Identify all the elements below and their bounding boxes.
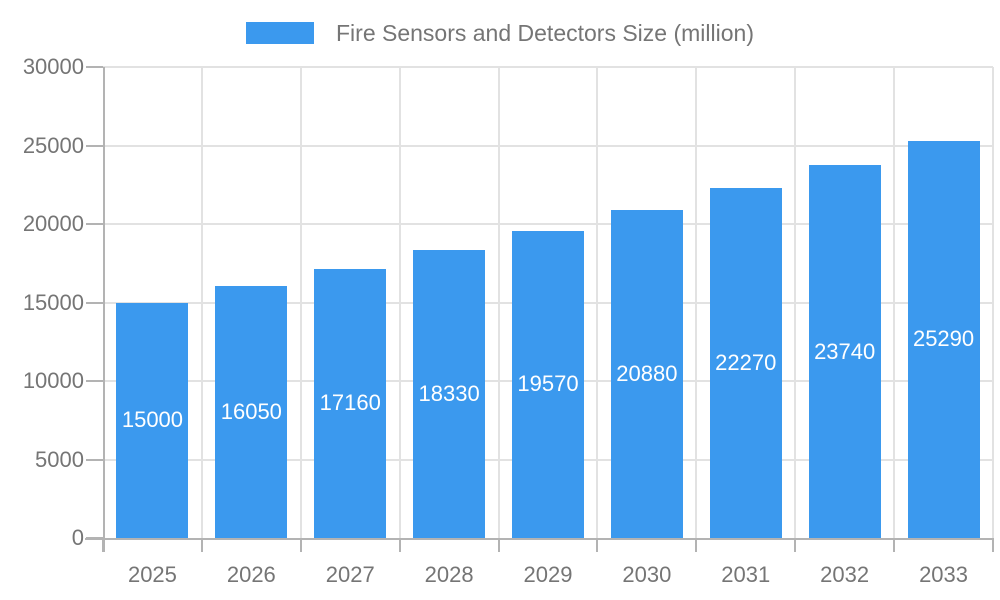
x-axis-line [85, 538, 993, 540]
y-axis-tick [86, 301, 103, 304]
x-axis-tick [596, 538, 599, 552]
bar-value-label: 16050 [220, 398, 282, 424]
v-gridline [596, 67, 599, 538]
y-axis-label: 10000 [22, 368, 84, 393]
h-gridline [103, 144, 993, 147]
bar[interactable]: 19570 [512, 230, 584, 538]
legend-swatch [246, 22, 314, 44]
x-axis-tick [497, 538, 500, 552]
bar[interactable]: 15000 [116, 302, 189, 538]
v-gridline [299, 67, 302, 538]
bar-value-label: 15000 [121, 407, 184, 433]
legend-label: Fire Sensors and Detectors Size (million… [336, 19, 754, 46]
y-axis-line [103, 67, 105, 552]
y-axis-tick [86, 380, 103, 382]
x-axis-label: 2032 [820, 562, 870, 587]
y-axis-label: 5000 [35, 446, 84, 472]
x-axis-label: 2029 [523, 562, 573, 587]
x-axis-tick [695, 538, 698, 552]
x-axis-label: 2030 [622, 562, 672, 587]
bar[interactable]: 18330 [413, 250, 486, 538]
x-axis-tick [992, 538, 994, 552]
h-gridline [103, 66, 993, 68]
y-axis-label: 20000 [22, 211, 84, 236]
bar[interactable]: 25290 [907, 140, 980, 538]
y-axis-tick [86, 223, 103, 225]
bar-value-label: 25290 [912, 326, 975, 352]
y-axis-label: 30000 [22, 54, 84, 79]
bar-value-label: 19570 [517, 371, 579, 397]
y-axis-label: 0 [71, 525, 84, 550]
x-axis-label: 2028 [424, 562, 474, 587]
bar-value-label: 23740 [814, 338, 876, 364]
chart-legend[interactable]: Fire Sensors and Detectors Size (million… [0, 20, 1000, 46]
plot-area: 15000 16050 17160 18330 19570 20880 22270 23740… [85, 66, 994, 552]
x-axis-tick [102, 538, 104, 552]
y-axis-label: 25000 [22, 132, 84, 158]
x-axis-label: 2031 [721, 562, 771, 587]
bar[interactable]: 20880 [610, 210, 683, 538]
x-axis-tick [893, 538, 896, 552]
y-axis-tick [86, 458, 103, 461]
bar-value-label: 22270 [715, 350, 777, 376]
y-axis-tick [86, 537, 103, 539]
x-axis-label: 2025 [127, 562, 177, 587]
x-axis-tick [200, 538, 203, 552]
bar-value-label: 17160 [319, 390, 381, 416]
bar[interactable]: 17160 [314, 268, 387, 538]
v-gridline [497, 67, 500, 538]
v-gridline [398, 67, 401, 538]
h-gridline [103, 223, 993, 225]
x-axis-labels: 2025 2026 2027 2028 2029 2030 2031 2032 2033 [103, 552, 993, 592]
y-axis-labels: 0 5000 10000 15000 20000 25000 30000 [0, 54, 84, 550]
bar[interactable]: 16050 [215, 286, 288, 538]
v-gridline [992, 67, 994, 538]
y-axis-label: 15000 [22, 289, 84, 315]
v-gridline [695, 67, 698, 538]
bar-value-label: 20880 [616, 361, 678, 387]
x-axis-tick [299, 538, 302, 552]
bar-value-label: 18330 [418, 381, 480, 407]
v-gridline [794, 67, 797, 538]
v-gridline [893, 67, 896, 538]
x-axis-tick [794, 538, 797, 552]
x-axis-tick [398, 538, 401, 552]
x-axis-label: 2027 [325, 562, 375, 587]
v-gridline [200, 67, 203, 538]
y-axis-tick [86, 144, 103, 147]
x-axis-label: 2033 [919, 562, 969, 587]
bar[interactable]: 22270 [709, 188, 782, 538]
x-axis-label: 2026 [226, 562, 276, 587]
y-axis-tick [86, 66, 103, 68]
bar[interactable]: 23740 [808, 165, 881, 538]
